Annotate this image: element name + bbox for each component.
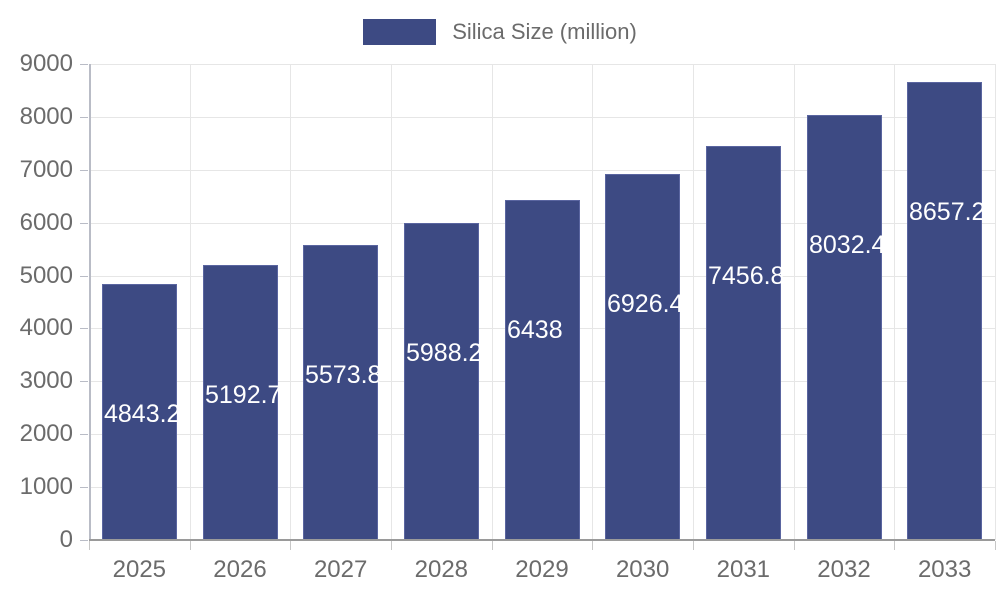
x-axis-tick-label: 2031 — [716, 556, 771, 583]
chart-legend: Silica Size (million) — [0, 12, 1000, 52]
bar[interactable] — [404, 223, 479, 540]
x-axis-tick-mark — [492, 541, 493, 550]
legend-swatch-icon — [363, 19, 437, 45]
y-axis-tick-label: 7000 — [19, 155, 73, 183]
y-axis-tick-label: 2000 — [19, 420, 73, 448]
y-axis-tick-label: 6000 — [19, 208, 73, 236]
legend-item-label: Silica Size (million) — [452, 19, 637, 44]
bar-value-label: 5573.8 — [305, 361, 382, 389]
gridline-horizontal — [89, 170, 995, 171]
bar[interactable] — [706, 146, 781, 540]
y-axis-tick-label: 8000 — [19, 102, 73, 130]
x-axis-tick-mark — [995, 541, 996, 550]
y-axis-tick-mark — [80, 223, 88, 224]
x-axis-line — [89, 539, 995, 541]
gridline-vertical — [492, 64, 493, 540]
gridline-vertical — [391, 64, 392, 540]
gridline-vertical — [190, 64, 191, 540]
bar[interactable] — [303, 245, 378, 540]
legend-item-silica-size[interactable]: Silica Size (million) — [363, 19, 637, 45]
gridline-vertical — [693, 64, 694, 540]
gridline-vertical — [995, 64, 996, 540]
y-axis-tick-mark — [80, 276, 88, 277]
y-axis-tick-label: 9000 — [19, 50, 73, 77]
x-axis-tick-mark — [693, 541, 694, 550]
y-axis-tick-mark — [80, 434, 88, 435]
y-axis-tick-mark — [80, 64, 88, 65]
bar[interactable] — [907, 82, 982, 540]
x-axis-tick-mark — [190, 541, 191, 550]
bar-value-label: 8032.4 — [809, 231, 886, 259]
x-axis-tick-label: 2032 — [817, 556, 871, 583]
gridline-vertical — [290, 64, 291, 540]
y-axis-tick-mark — [80, 381, 88, 382]
bar[interactable] — [605, 174, 680, 540]
x-axis-tick-label: 2027 — [313, 556, 368, 583]
x-axis-tick-mark — [290, 541, 291, 550]
y-axis-line — [89, 64, 91, 541]
x-axis-tick-mark — [794, 541, 795, 550]
y-axis-tick-label: 3000 — [19, 367, 73, 395]
bar[interactable] — [807, 115, 882, 540]
y-axis-tick-label: 4000 — [19, 314, 73, 342]
x-axis-tick-mark — [894, 541, 895, 550]
bar-value-label: 8657.2 — [909, 198, 986, 226]
gridline-horizontal — [89, 117, 995, 118]
x-axis-tick-label: 2029 — [515, 556, 569, 583]
gridline-vertical — [894, 64, 895, 540]
y-axis-tick-label: 5000 — [19, 261, 73, 289]
bar-value-label: 6926.4 — [607, 290, 684, 318]
x-axis-tick-label: 2028 — [414, 556, 469, 583]
plot-area: 4843.2 5192.7 5573.8 5988.2 6438 6926.4 7456.8… — [89, 64, 996, 541]
x-axis-tick-label: 2026 — [213, 556, 267, 583]
gridline-vertical — [592, 64, 593, 540]
bar-value-label: 5988.2 — [406, 339, 483, 367]
x-axis-tick-label: 2033 — [917, 556, 972, 583]
bar-value-label: 7456.8 — [708, 262, 785, 290]
y-axis-tick-mark — [80, 117, 88, 118]
bar-value-label: 6438 — [507, 316, 563, 344]
y-axis-tick-mark — [80, 540, 88, 541]
gridline-horizontal — [89, 64, 995, 65]
bar[interactable] — [102, 284, 177, 540]
y-axis-tick-mark — [80, 487, 88, 488]
x-axis-tick-label: 2025 — [112, 556, 167, 583]
x-axis-tick-label: 2030 — [615, 556, 670, 583]
x-axis-tick-mark — [391, 541, 392, 550]
gridline-vertical — [794, 64, 795, 540]
bar-value-label: 4843.2 — [104, 400, 181, 428]
y-axis-tick-mark — [80, 170, 88, 171]
bar[interactable] — [203, 265, 278, 540]
bar[interactable] — [505, 200, 580, 540]
y-axis-tick-label: 1000 — [19, 473, 73, 501]
y-axis-tick-mark — [80, 328, 88, 329]
bar-value-label: 5192.7 — [205, 381, 282, 409]
x-axis-tick-mark — [592, 541, 593, 550]
x-axis-tick-mark — [89, 541, 90, 550]
y-axis-tick-label: 0 — [59, 526, 73, 553]
